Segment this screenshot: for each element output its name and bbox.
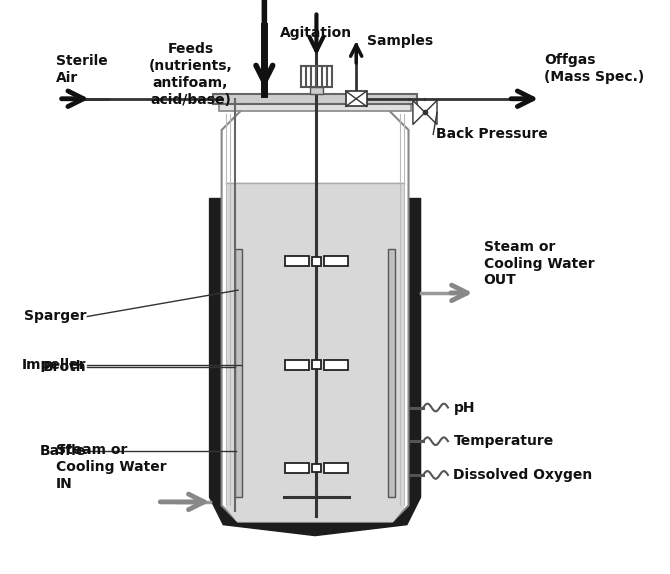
Bar (213, 94, 417, 104)
Text: Agitation: Agitation (280, 26, 352, 40)
Polygon shape (226, 183, 404, 522)
Polygon shape (222, 108, 409, 522)
Polygon shape (425, 100, 437, 125)
Text: Sterile
Air: Sterile Air (56, 55, 108, 85)
Text: Samples: Samples (367, 34, 433, 48)
Bar (285, 256, 309, 266)
Text: Impeller: Impeller (21, 358, 86, 371)
Bar (312, 464, 321, 472)
Bar (285, 463, 309, 473)
Bar (235, 249, 243, 497)
Text: Offgas
(Mass Spec.): Offgas (Mass Spec.) (544, 53, 644, 84)
Bar (310, 87, 323, 94)
Text: Temperature: Temperature (454, 434, 553, 448)
Bar (312, 360, 321, 369)
Polygon shape (210, 199, 421, 536)
Bar (324, 463, 348, 473)
Polygon shape (413, 100, 425, 125)
Bar (285, 360, 309, 370)
Text: Feeds
(nutrients,
antifoam,
acid/base): Feeds (nutrients, antifoam, acid/base) (149, 42, 232, 107)
Bar (324, 256, 348, 266)
Bar (219, 103, 411, 111)
Text: pH: pH (454, 401, 475, 414)
Bar (312, 257, 321, 266)
Bar (388, 249, 395, 497)
Text: Steam or
Cooling Water
IN: Steam or Cooling Water IN (56, 444, 167, 491)
Text: Sparger: Sparger (23, 309, 86, 324)
Text: Steam or
Cooling Water
OUT: Steam or Cooling Water OUT (484, 240, 594, 288)
Text: Baffle: Baffle (40, 444, 86, 458)
Text: Back Pressure: Back Pressure (436, 127, 547, 141)
Text: Broth: Broth (43, 360, 86, 374)
Text: Dissolved Oxygen: Dissolved Oxygen (454, 468, 593, 482)
Bar (324, 360, 348, 370)
Bar (346, 91, 366, 106)
